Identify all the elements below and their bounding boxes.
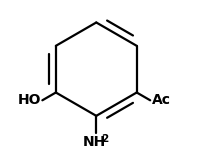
Text: 2: 2 xyxy=(100,134,108,144)
Text: NH: NH xyxy=(82,135,105,149)
Text: Ac: Ac xyxy=(151,93,170,107)
Text: HO: HO xyxy=(17,93,41,107)
